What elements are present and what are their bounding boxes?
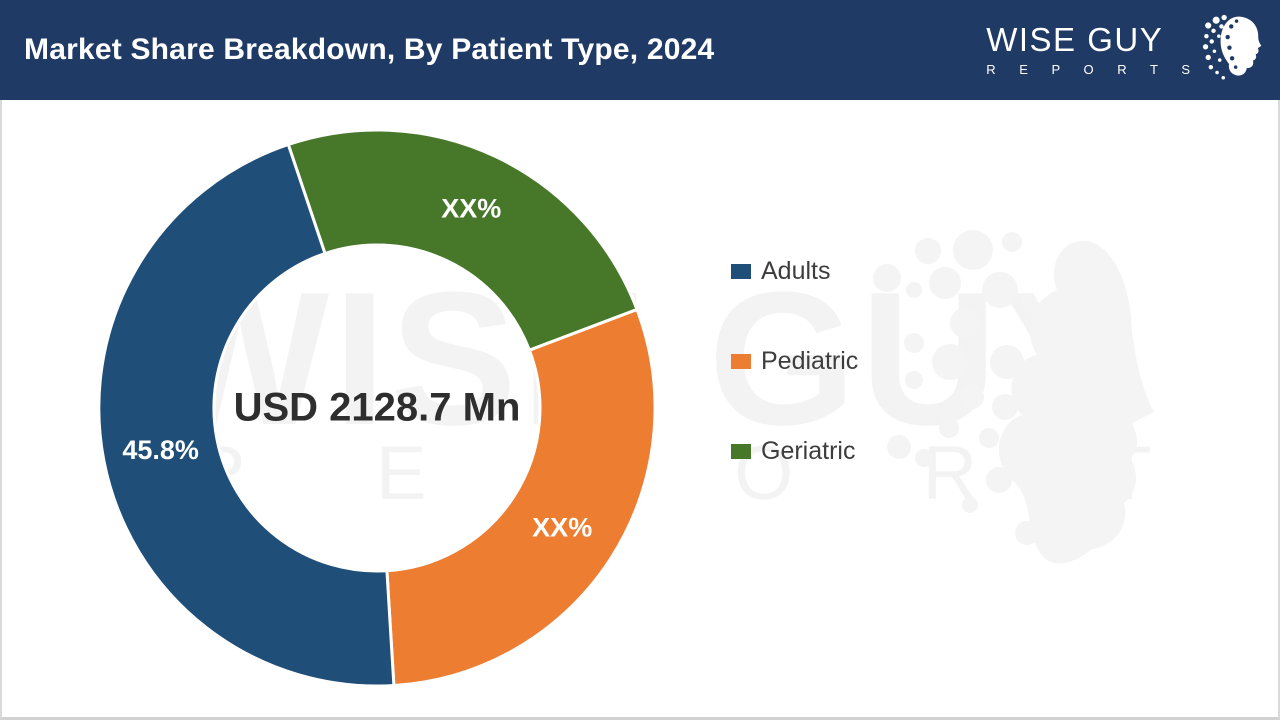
watermark-face-icon bbox=[873, 230, 1154, 564]
chart-area: WISE GUY R E P O R T S XX% XX% 45.8% USD 2… bbox=[0, 100, 1280, 720]
slice-label-adults: 45.8% bbox=[122, 435, 199, 465]
legend-label: Adults bbox=[761, 256, 831, 285]
brand-name: WISE GUY bbox=[986, 21, 1164, 58]
brand-subtitle: R E P O R T S bbox=[986, 62, 1200, 77]
legend-item-geriatric: Geriatric bbox=[731, 436, 858, 466]
legend-swatch-adults bbox=[731, 263, 751, 279]
chart-legend: Adults Pediatric Geriatric bbox=[731, 256, 858, 466]
page-title: Market Share Breakdown, By Patient Type,… bbox=[24, 33, 715, 66]
brand-head-icon bbox=[1202, 14, 1262, 80]
legend-item-pediatric: Pediatric bbox=[731, 346, 858, 376]
brand-logo-text: WISE GUY R E P O R T S bbox=[986, 21, 1200, 77]
donut-slice-adults bbox=[97, 142, 396, 688]
header: Market Share Breakdown, By Patient Type,… bbox=[0, 0, 1280, 100]
legend-label: Pediatric bbox=[761, 346, 859, 375]
donut-chart: XX% XX% 45.8% bbox=[97, 128, 657, 688]
brand-logo: WISE GUY R E P O R T S bbox=[986, 8, 1264, 90]
legend-swatch-geriatric bbox=[731, 443, 751, 459]
slice-label-pediatric: XX% bbox=[532, 513, 592, 543]
slice-label-geriatric: XX% bbox=[441, 194, 501, 224]
donut-slice-geriatric bbox=[286, 128, 639, 353]
donut-slice-pediatric bbox=[385, 307, 657, 688]
legend-label: Geriatric bbox=[761, 436, 856, 465]
legend-swatch-pediatric bbox=[731, 353, 751, 369]
donut-center-value: USD 2128.7 Mn bbox=[233, 385, 521, 430]
legend-item-adults: Adults bbox=[731, 256, 858, 286]
